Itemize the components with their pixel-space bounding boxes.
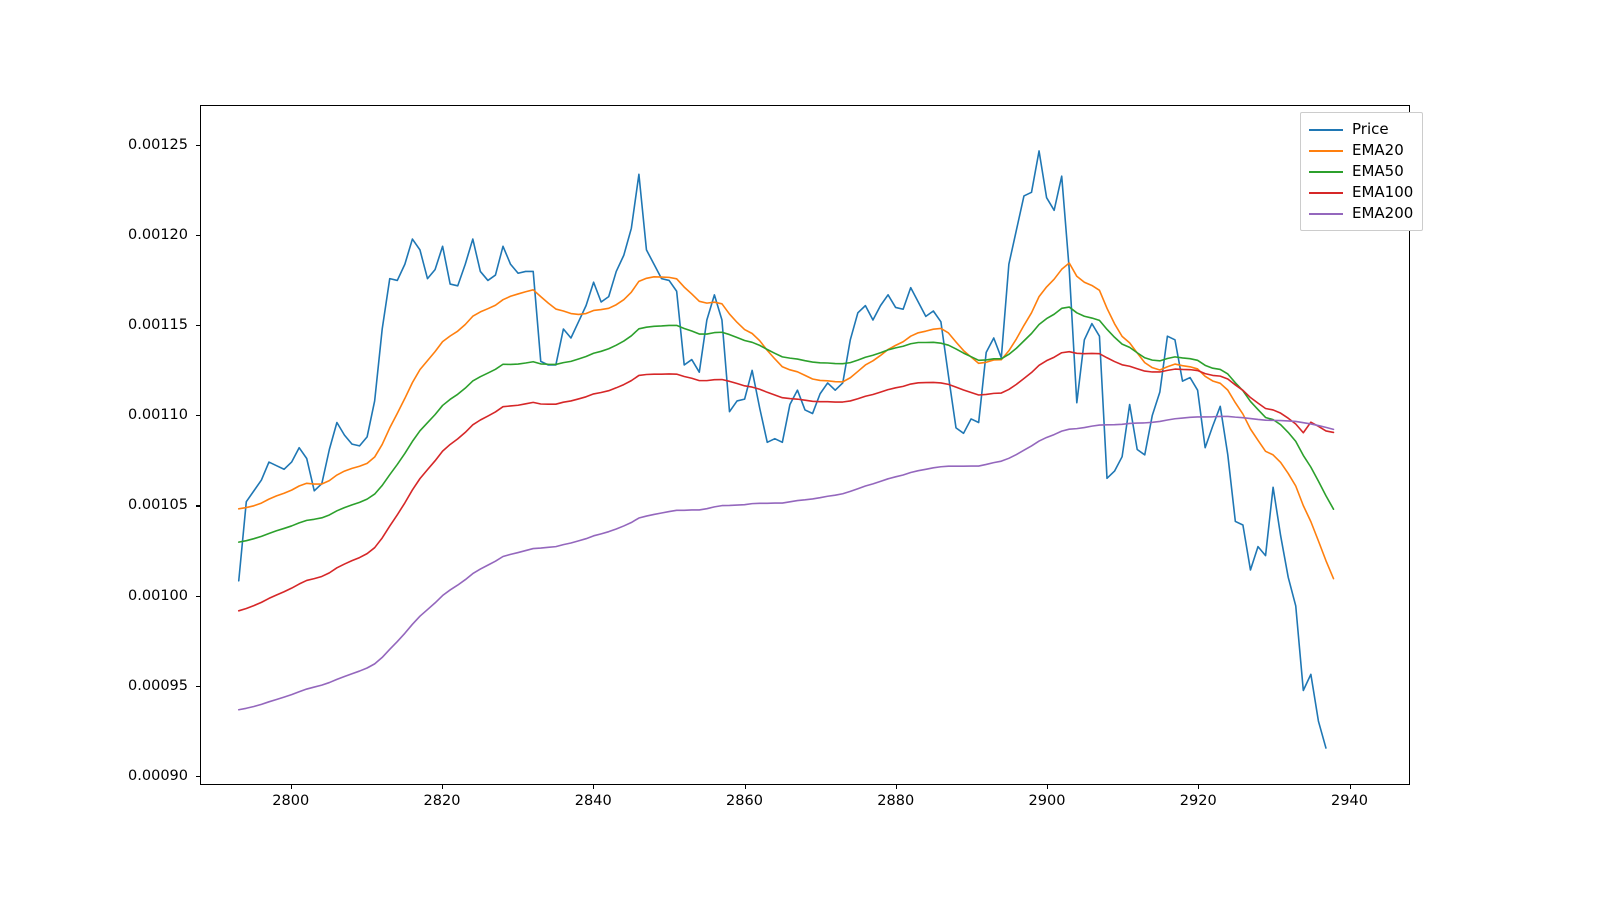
y-tick-mark bbox=[196, 595, 201, 597]
chart-lines-svg bbox=[201, 106, 1409, 784]
x-tick-mark bbox=[895, 784, 897, 789]
y-tick-label: 0.00120 bbox=[128, 226, 188, 243]
x-tick-label: 2900 bbox=[1028, 793, 1066, 809]
x-tick-label: 2860 bbox=[726, 793, 763, 809]
series-line-ema50 bbox=[239, 307, 1334, 542]
legend-label: EMA100 bbox=[1352, 183, 1414, 201]
x-tick-mark bbox=[1349, 784, 1351, 789]
legend-item-price[interactable]: Price bbox=[1309, 119, 1413, 140]
y-tick-label: 0.00105 bbox=[128, 497, 188, 514]
series-line-ema20 bbox=[239, 263, 1334, 579]
legend-label: EMA50 bbox=[1352, 162, 1404, 180]
legend-color-swatch bbox=[1309, 191, 1343, 194]
series-line-ema200 bbox=[239, 416, 1334, 709]
legend-color-swatch bbox=[1309, 212, 1343, 215]
series-line-ema100 bbox=[239, 352, 1334, 611]
y-tick-mark bbox=[196, 234, 201, 236]
legend-item-ema100[interactable]: EMA100 bbox=[1309, 182, 1413, 203]
x-tick-label: 2920 bbox=[1179, 793, 1217, 809]
y-tick-label: 0.00090 bbox=[128, 767, 188, 784]
legend-label: EMA20 bbox=[1352, 141, 1404, 159]
x-tick-label: 2880 bbox=[877, 793, 915, 809]
y-tick-label: 0.00100 bbox=[128, 587, 188, 604]
x-tick-mark bbox=[442, 784, 444, 789]
plot-area bbox=[200, 105, 1410, 785]
x-tick-mark bbox=[290, 784, 292, 789]
legend-item-ema50[interactable]: EMA50 bbox=[1309, 161, 1413, 182]
chart-legend: Price EMA20 EMA50 EMA100 EMA200 bbox=[1300, 112, 1424, 231]
y-tick-mark bbox=[196, 505, 201, 507]
x-tick-mark bbox=[593, 784, 595, 789]
legend-label: EMA200 bbox=[1352, 204, 1414, 222]
y-tick-label: 0.00110 bbox=[128, 407, 188, 424]
legend-color-swatch bbox=[1309, 128, 1343, 131]
y-tick-label: 0.00115 bbox=[128, 317, 188, 334]
y-tick-label: 0.00125 bbox=[128, 136, 188, 153]
y-tick-mark bbox=[196, 144, 201, 146]
y-tick-label: 0.00095 bbox=[128, 677, 188, 694]
series-line-price bbox=[239, 151, 1326, 748]
x-tick-mark bbox=[1047, 784, 1049, 789]
legend-item-ema200[interactable]: EMA200 bbox=[1309, 203, 1413, 224]
legend-item-ema20[interactable]: EMA20 bbox=[1309, 140, 1413, 161]
y-tick-mark bbox=[196, 685, 201, 687]
y-tick-mark bbox=[196, 775, 201, 778]
legend-color-swatch bbox=[1309, 149, 1343, 152]
legend-label: Price bbox=[1352, 120, 1389, 138]
y-tick-mark bbox=[196, 325, 201, 327]
x-tick-label: 2820 bbox=[423, 793, 461, 809]
x-tick-mark bbox=[744, 784, 746, 789]
legend-color-swatch bbox=[1309, 170, 1343, 173]
x-tick-label: 2940 bbox=[1331, 793, 1368, 809]
x-tick-label: 2840 bbox=[574, 793, 612, 809]
x-tick-label: 2800 bbox=[272, 793, 310, 809]
x-tick-mark bbox=[1198, 784, 1200, 789]
y-tick-mark bbox=[196, 415, 201, 417]
